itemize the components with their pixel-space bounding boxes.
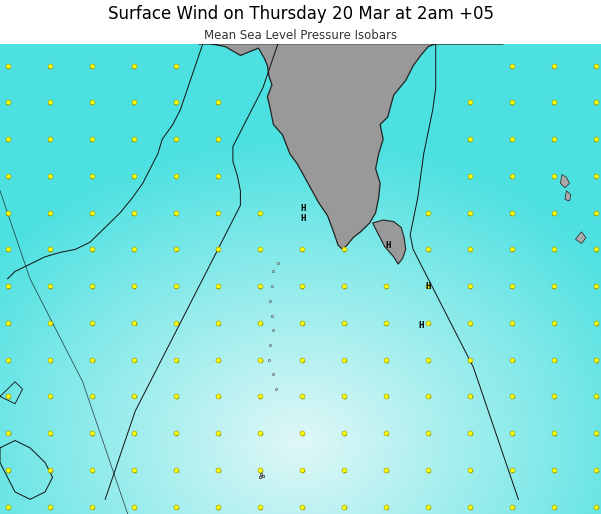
Text: H: H bbox=[301, 214, 306, 223]
Polygon shape bbox=[576, 232, 586, 244]
Text: Mean Sea Level Pressure Isobars: Mean Sea Level Pressure Isobars bbox=[204, 29, 397, 42]
Text: H: H bbox=[385, 241, 390, 249]
Text: H: H bbox=[301, 204, 306, 213]
Polygon shape bbox=[373, 220, 406, 264]
Polygon shape bbox=[565, 191, 571, 201]
Polygon shape bbox=[560, 174, 570, 188]
Text: Surface Wind on Thursday 20 Mar at 2am +05: Surface Wind on Thursday 20 Mar at 2am +… bbox=[108, 5, 493, 23]
Text: H: H bbox=[418, 321, 423, 331]
Text: H: H bbox=[426, 282, 431, 291]
Polygon shape bbox=[198, 44, 504, 249]
